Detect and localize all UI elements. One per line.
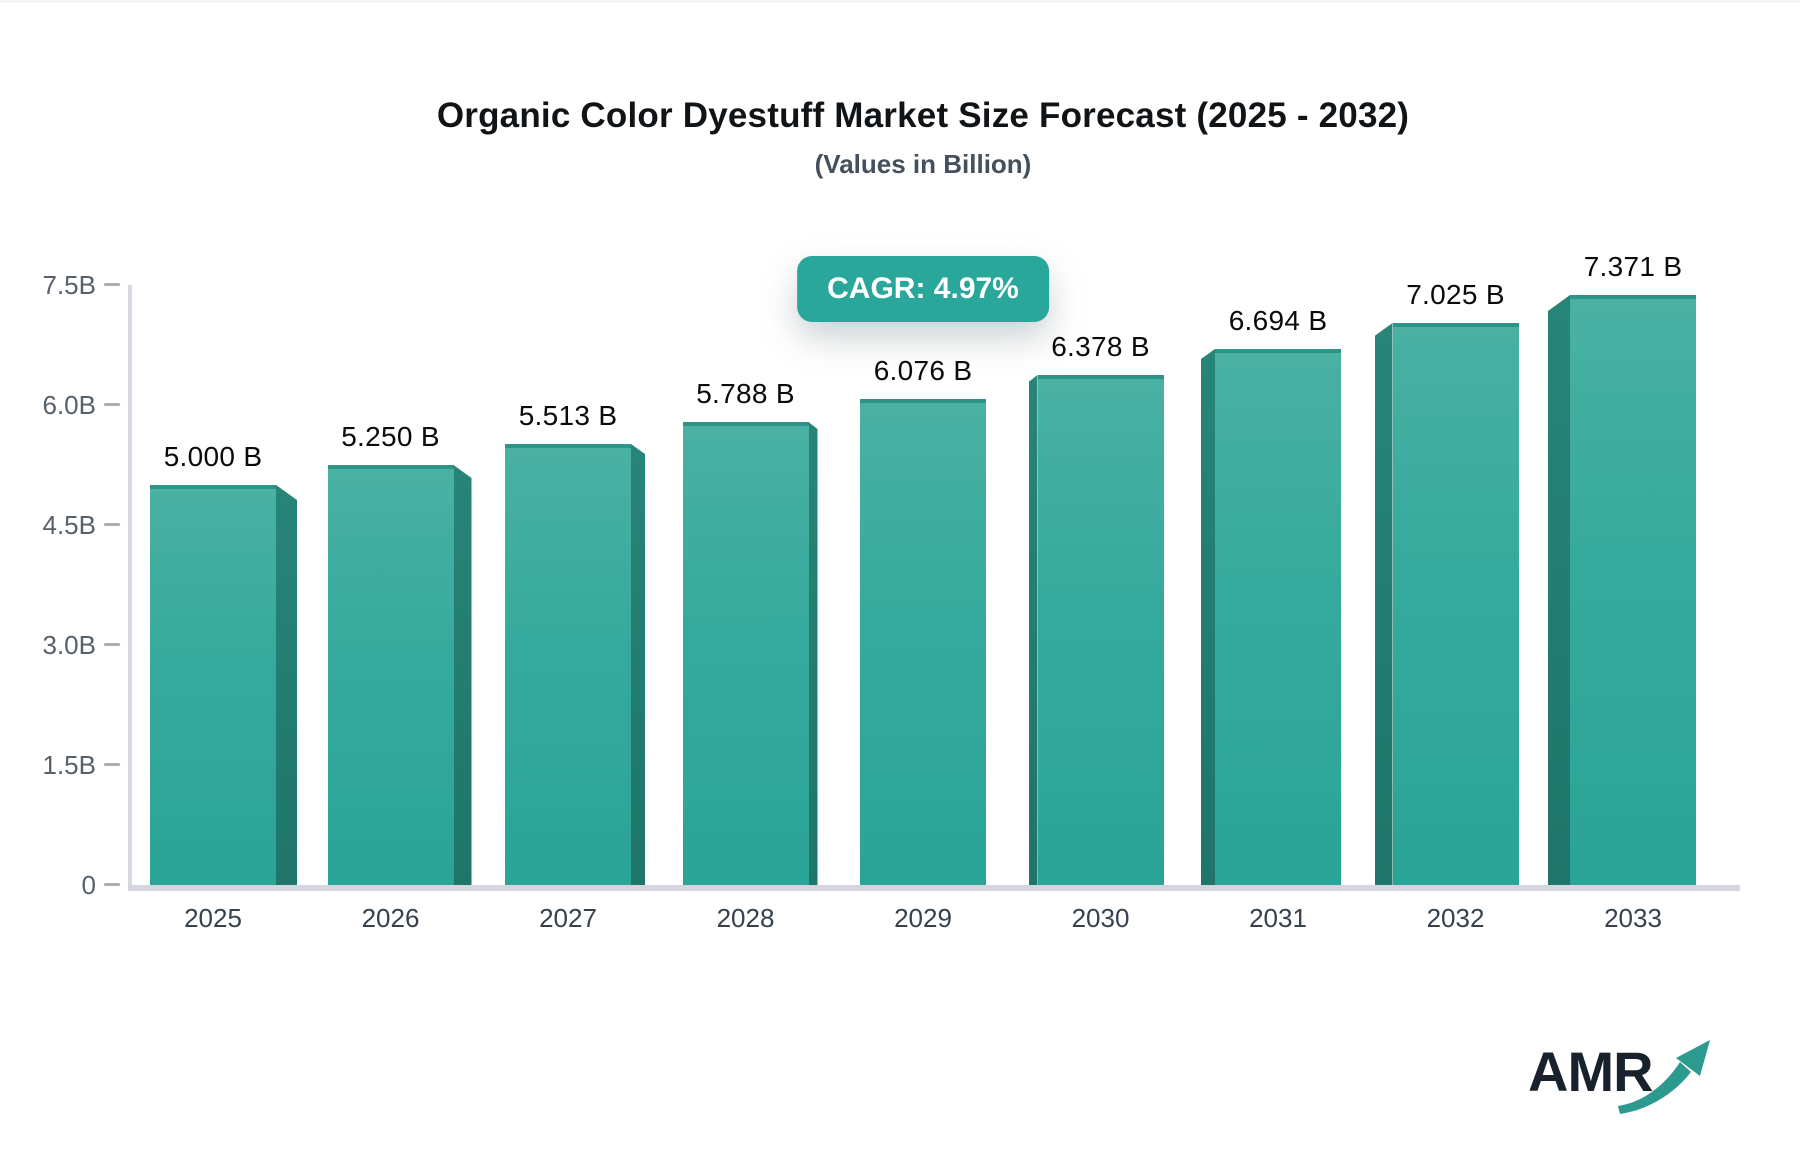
chart-title: Organic Color Dyestuff Market Size Forec… [436, 96, 1410, 135]
y-axis-line [128, 285, 132, 885]
chart-subtitle: (Values in Billion) [814, 149, 1032, 179]
bar-value-label: 5.513 B [518, 400, 618, 431]
y-tick-mark [104, 523, 120, 526]
bar-side-face [808, 422, 818, 885]
bar-side-face [1548, 295, 1570, 885]
bar-value-label: 5.000 B [163, 441, 263, 472]
y-tick-mark [104, 283, 120, 286]
y-tick-label: 7.5B [42, 270, 97, 300]
growth-arrow-icon [1618, 1040, 1710, 1114]
y-tick-label: 4.5B [42, 510, 97, 540]
bar [860, 399, 986, 885]
y-tick-label: 6.0B [42, 390, 97, 420]
x-axis-category-label: 2029 [894, 903, 952, 933]
bar [682, 422, 809, 885]
bar [1215, 349, 1341, 885]
bar-side-face [1201, 349, 1215, 885]
bar-value-label: 7.371 B [1583, 251, 1683, 282]
bar-side-face [453, 465, 472, 885]
amr-logo-text: AMR [1528, 1040, 1654, 1103]
y-tick-mark [104, 883, 120, 886]
bar [505, 444, 631, 885]
y-tick-mark [104, 763, 120, 766]
y-tick-mark [104, 643, 120, 646]
bar [1570, 295, 1696, 885]
x-axis-category-label: 2032 [1426, 903, 1485, 933]
bar [1392, 323, 1519, 885]
bar-side-face [276, 485, 297, 885]
bar [327, 465, 454, 885]
bar [150, 485, 276, 885]
y-tick-mark [104, 403, 120, 406]
bar-value-label: 6.076 B [873, 355, 973, 386]
x-axis-baseline [128, 885, 1740, 891]
cagr-badge: CAGR: 4.97% [797, 256, 1049, 322]
y-tick-label: 0 [81, 870, 96, 900]
bar-side-face [1028, 375, 1038, 885]
amr-logo: AMR [1528, 1040, 1728, 1134]
y-tick-label: 1.5B [42, 750, 97, 780]
x-axis-category-label: 2033 [1604, 903, 1662, 933]
x-axis-category-label: 2027 [539, 903, 597, 933]
bar-value-label: 5.250 B [341, 421, 440, 452]
x-axis-category-label: 2028 [716, 903, 775, 933]
bar-value-label: 5.788 B [696, 378, 795, 409]
bar-value-label: 6.694 B [1228, 305, 1328, 336]
bar-side-face [1374, 323, 1393, 885]
bar-value-label: 6.378 B [1051, 331, 1150, 362]
bar-value-label: 7.025 B [1406, 279, 1505, 310]
bar [1037, 375, 1164, 885]
y-tick-label: 3.0B [42, 630, 97, 660]
bar-side-face [631, 444, 645, 885]
x-axis-category-label: 2031 [1249, 903, 1307, 933]
page-top-strip [0, 0, 1800, 3]
x-axis-category-label: 2030 [1071, 903, 1130, 933]
x-axis-category-label: 2025 [184, 903, 242, 933]
x-axis-category-label: 2026 [361, 903, 420, 933]
